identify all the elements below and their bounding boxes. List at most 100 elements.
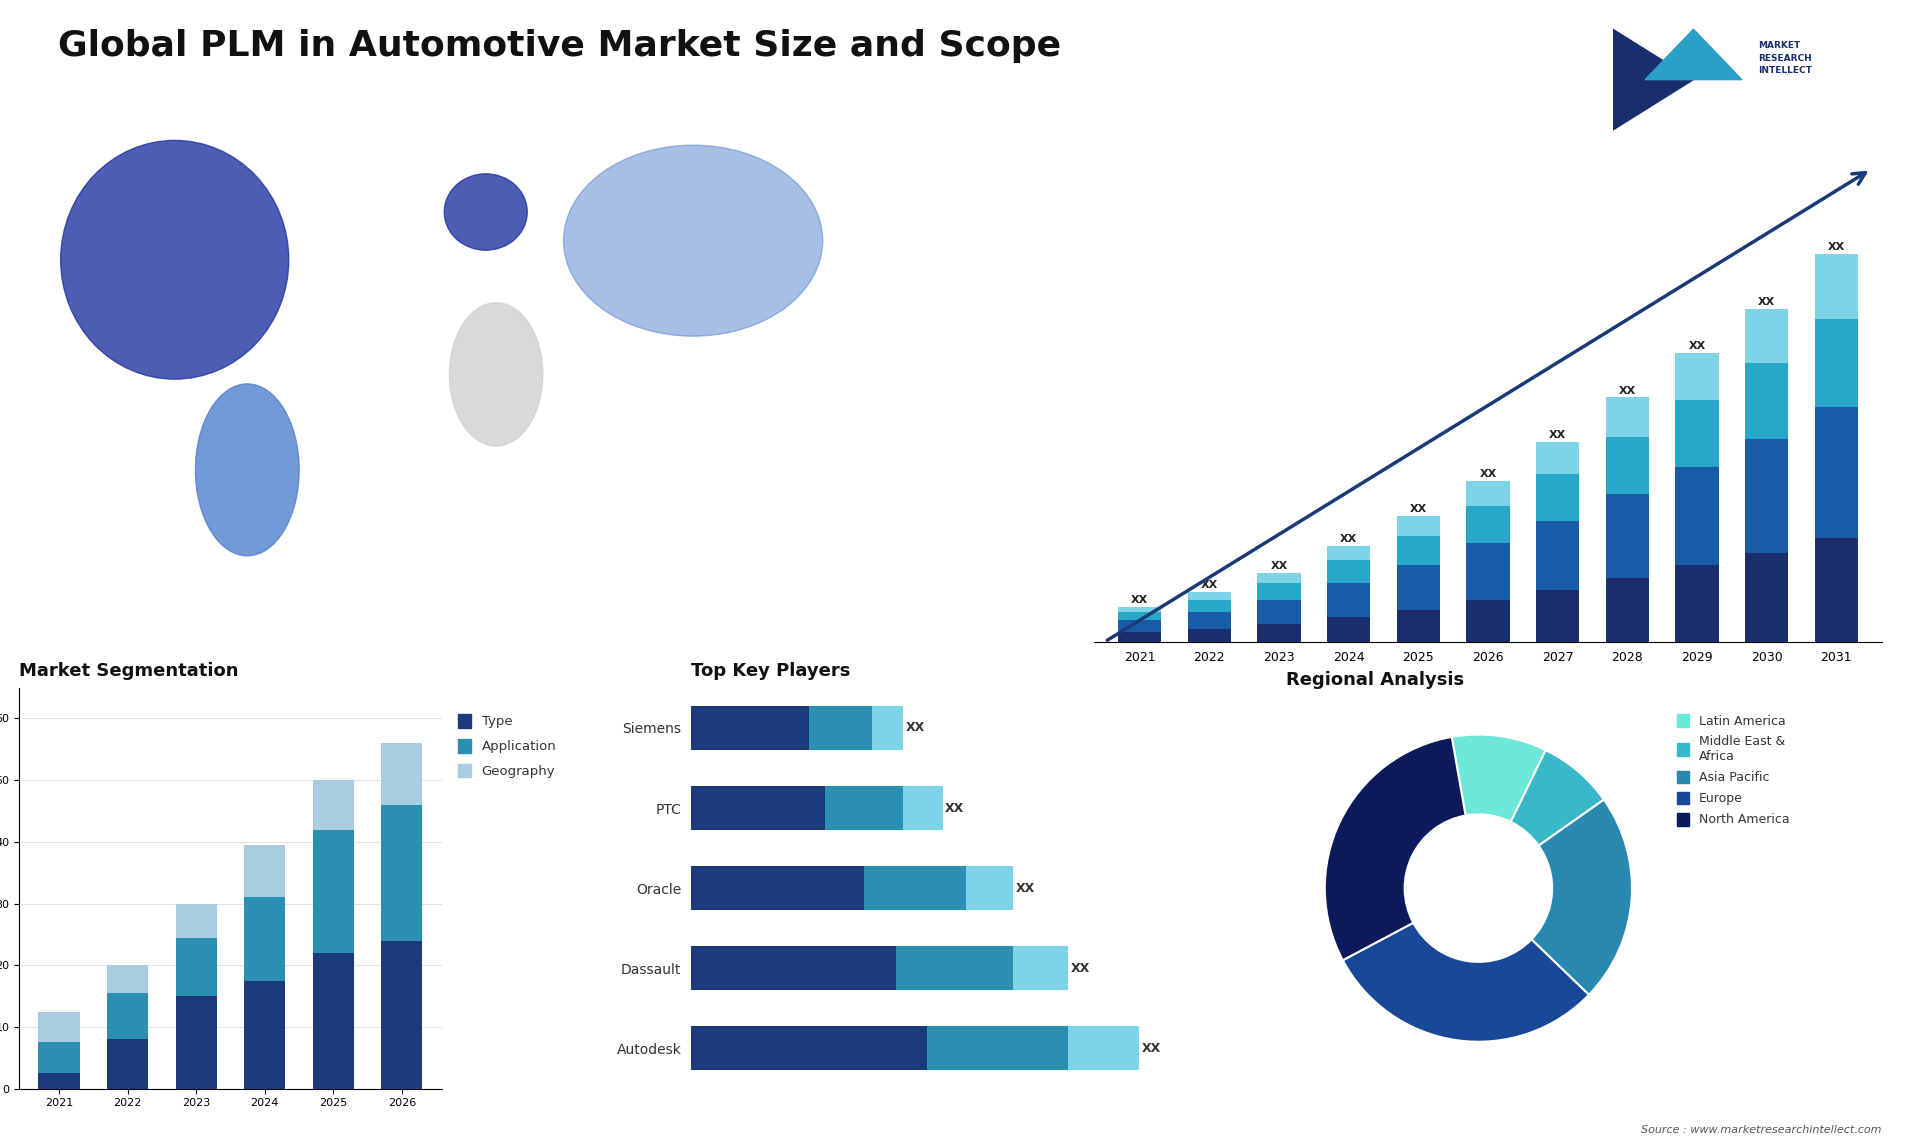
Bar xyxy=(1814,407,1859,539)
Bar xyxy=(1068,1027,1139,1070)
Text: XX: XX xyxy=(1271,560,1288,571)
Bar xyxy=(1327,560,1371,582)
Bar xyxy=(1676,400,1718,466)
Text: XX: XX xyxy=(1688,342,1705,351)
Bar xyxy=(1014,947,1068,990)
Bar xyxy=(1188,592,1231,599)
Bar xyxy=(175,937,217,996)
Bar xyxy=(1814,319,1859,407)
Bar xyxy=(382,804,422,941)
Text: XX: XX xyxy=(1619,385,1636,395)
Bar xyxy=(108,965,148,994)
Wedge shape xyxy=(1452,735,1546,822)
Ellipse shape xyxy=(564,146,824,336)
Bar xyxy=(1676,466,1718,565)
Legend: Latin America, Middle East &
Africa, Asia Pacific, Europe, North America: Latin America, Middle East & Africa, Asi… xyxy=(1676,714,1789,826)
Bar xyxy=(1396,565,1440,610)
Bar xyxy=(808,706,872,749)
Bar xyxy=(904,786,943,830)
Bar xyxy=(1188,629,1231,642)
Bar xyxy=(1396,516,1440,535)
Bar xyxy=(1396,535,1440,565)
Bar xyxy=(1605,494,1649,578)
Wedge shape xyxy=(1342,923,1590,1042)
Bar xyxy=(1605,398,1649,437)
Bar xyxy=(1117,612,1162,620)
Text: XX: XX xyxy=(1409,504,1427,513)
Text: XX: XX xyxy=(906,721,925,735)
Ellipse shape xyxy=(449,303,543,446)
Ellipse shape xyxy=(196,384,300,556)
Bar xyxy=(244,897,286,981)
Bar xyxy=(244,845,286,897)
Text: XX: XX xyxy=(945,801,964,815)
Bar xyxy=(895,947,1014,990)
Bar xyxy=(38,1012,79,1043)
Bar xyxy=(691,947,895,990)
Bar xyxy=(382,743,422,804)
Text: XX: XX xyxy=(1549,430,1567,440)
Text: XX: XX xyxy=(1071,961,1091,975)
Bar xyxy=(1327,582,1371,617)
Bar xyxy=(175,903,217,937)
Bar xyxy=(1258,625,1300,642)
Text: XX: XX xyxy=(1016,881,1035,895)
Bar xyxy=(1676,353,1718,400)
Bar xyxy=(1676,565,1718,642)
Bar xyxy=(244,981,286,1089)
Text: MARKET
RESEARCH
INTELLECT: MARKET RESEARCH INTELLECT xyxy=(1759,41,1812,76)
Text: XX: XX xyxy=(1340,534,1357,543)
Bar xyxy=(382,941,422,1089)
Bar xyxy=(1327,545,1371,560)
Bar xyxy=(38,1043,79,1074)
Bar xyxy=(691,866,864,910)
Bar xyxy=(1536,521,1580,590)
Bar xyxy=(1605,578,1649,642)
Bar xyxy=(1536,442,1580,474)
Wedge shape xyxy=(1325,737,1465,960)
Bar xyxy=(38,1074,79,1089)
Ellipse shape xyxy=(444,174,528,250)
Wedge shape xyxy=(1511,751,1603,846)
Text: XX: XX xyxy=(1759,297,1776,307)
Legend: Type, Application, Geography: Type, Application, Geography xyxy=(457,714,557,778)
Bar xyxy=(1814,254,1859,319)
Bar xyxy=(1258,573,1300,582)
Polygon shape xyxy=(1613,29,1693,131)
Bar xyxy=(1117,620,1162,631)
Bar xyxy=(691,1027,927,1070)
Bar xyxy=(108,994,148,1039)
Text: XX: XX xyxy=(1480,470,1496,479)
Bar xyxy=(1117,607,1162,612)
Bar xyxy=(1536,474,1580,521)
Bar xyxy=(966,866,1014,910)
Bar xyxy=(313,830,353,953)
Bar xyxy=(1745,308,1788,363)
Text: XX: XX xyxy=(1828,243,1845,252)
Bar xyxy=(826,786,904,830)
Bar xyxy=(1814,539,1859,642)
Text: XX: XX xyxy=(1142,1042,1162,1055)
Bar xyxy=(1467,543,1509,599)
Text: XX: XX xyxy=(1131,595,1148,605)
Bar xyxy=(691,786,826,830)
Text: Top Key Players: Top Key Players xyxy=(691,662,851,681)
Bar xyxy=(1258,582,1300,599)
Bar xyxy=(1467,599,1509,642)
Bar xyxy=(1188,599,1231,612)
Bar xyxy=(1745,363,1788,439)
Bar xyxy=(872,706,904,749)
Wedge shape xyxy=(1532,800,1632,995)
Bar xyxy=(1467,481,1509,507)
Bar xyxy=(313,953,353,1089)
Ellipse shape xyxy=(61,140,288,379)
Bar xyxy=(1258,599,1300,625)
Bar xyxy=(864,866,966,910)
Bar xyxy=(1745,552,1788,642)
Bar xyxy=(1536,590,1580,642)
Bar xyxy=(1117,631,1162,642)
Text: Regional Analysis: Regional Analysis xyxy=(1286,672,1465,689)
Bar xyxy=(108,1039,148,1089)
Text: Source : www.marketresearchintellect.com: Source : www.marketresearchintellect.com xyxy=(1642,1124,1882,1135)
Bar xyxy=(175,996,217,1089)
